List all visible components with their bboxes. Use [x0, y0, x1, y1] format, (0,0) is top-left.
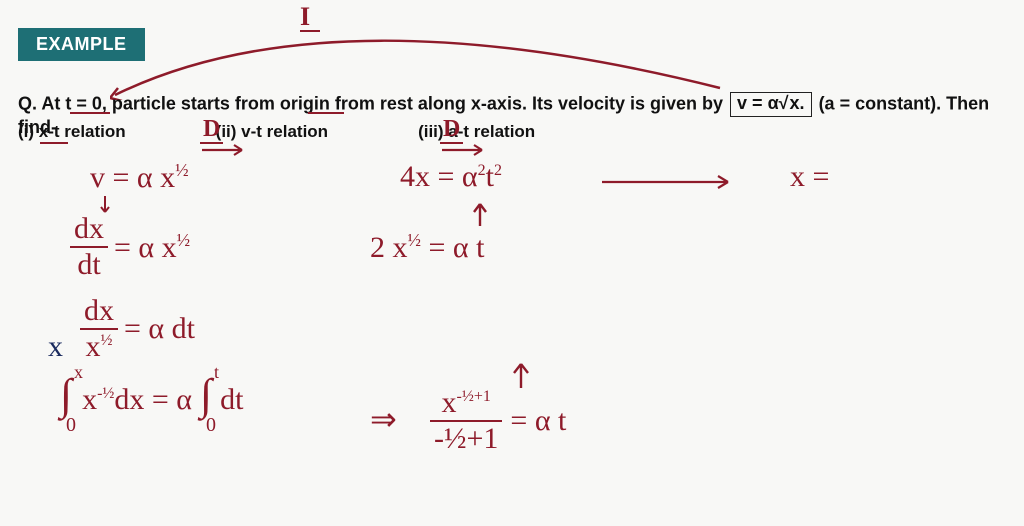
eq-dx-over-xhalf: dx x½ = α dt [80, 296, 195, 362]
up-arrow-1 [470, 200, 490, 233]
question-prefix: Q. At t = 0, particle starts from origin… [18, 93, 728, 113]
example-badge-label: EXAMPLE [36, 34, 127, 54]
eq-dxdt: dx dt = α x½ [70, 214, 190, 280]
annotation-roman-one: I [300, 2, 320, 32]
annotation-d-arrow-1: D [200, 116, 250, 157]
example-badge: EXAMPLE [18, 28, 145, 61]
eq-4x-alpha2-t2: 4x = α2t2 [400, 160, 502, 194]
question-parts: (i) x-t relation (ii) v-t relation (iii)… [18, 122, 1014, 142]
eq-2xhalf-alpha-t: 2 x½ = α t [370, 230, 484, 265]
eq-result-fraction: x-½+1 -½+1 = α t [430, 388, 566, 454]
underline-t0 [70, 112, 110, 114]
underline-rest [308, 112, 344, 114]
arrow-to-x [600, 174, 740, 195]
integral-lhs: x ∫ 0 x-½dx = α t ∫ 0 dt [60, 380, 243, 417]
implies-symbol: ⇒ [370, 400, 397, 438]
stray-x: x [48, 330, 63, 364]
eq-x-equals: x = [790, 160, 829, 194]
eq-v-alpha-x-half: v = α x½ [90, 160, 189, 195]
handwritten-arc [110, 10, 750, 100]
velocity-formula-box: v = α√x. [730, 92, 812, 117]
part-i: (i) x-t relation [18, 122, 126, 142]
underline-xt [40, 142, 68, 144]
annotation-d-arrow-2: D [440, 116, 490, 157]
